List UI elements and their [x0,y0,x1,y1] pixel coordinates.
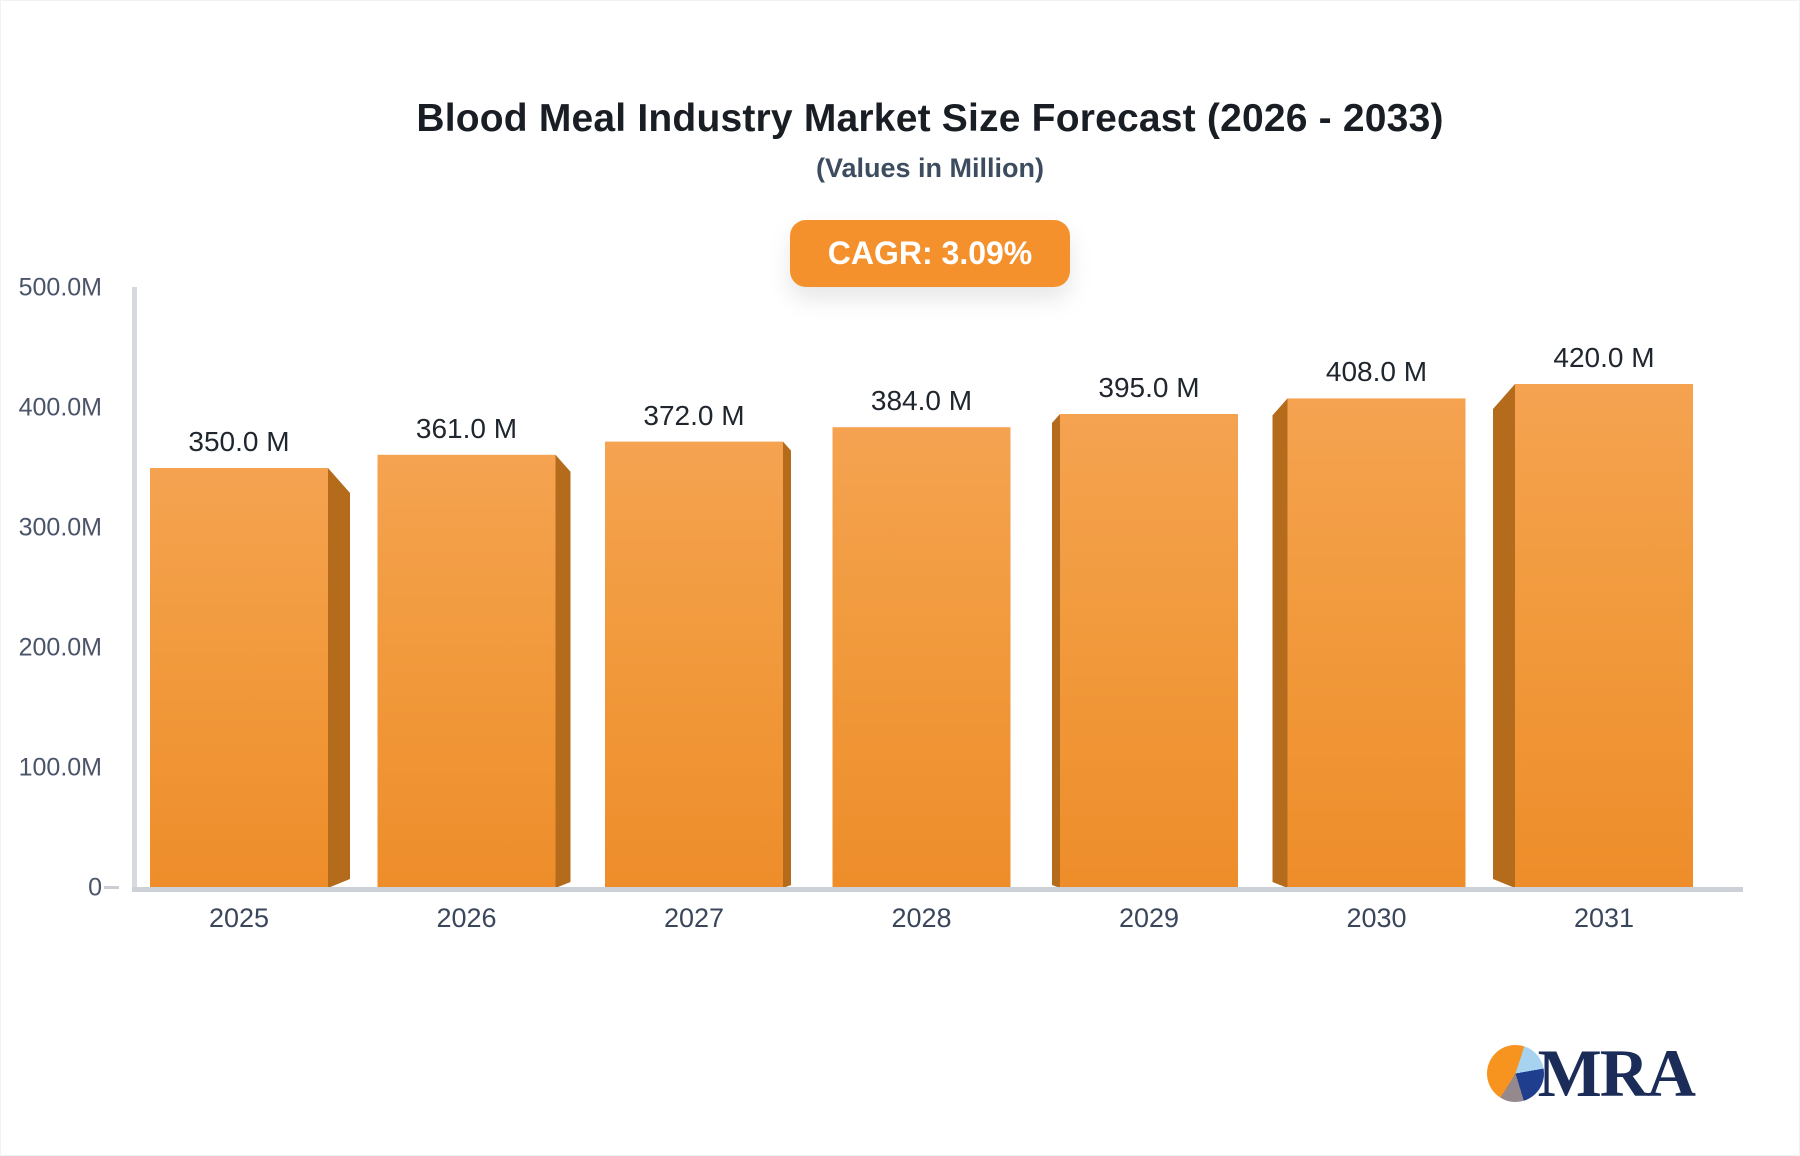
bar-value-label: 350.0 M [188,426,290,457]
bar-front-face [1060,414,1238,888]
y-axis-label: 400.0M [18,393,102,422]
y-axis-label: 0 [88,873,102,902]
y-axis-label: 500.0M [18,273,102,302]
bar-2031 [1493,384,1693,888]
bar-value-label: 372.0 M [643,399,745,431]
cagr-badge: CAGR: 3.09% [789,220,1071,287]
bar-front-face [1287,398,1466,888]
bar-value-label: 384.0 M [870,385,973,417]
y-axis-line [132,287,137,888]
x-axis-line [132,887,1743,892]
x-axis-label: 2026 [436,903,497,933]
bar-2026 [377,454,571,888]
x-axis-label: 2030 [1346,903,1407,933]
bar-side-face [328,468,350,888]
bar-value-label: 408.0 M [1325,356,1428,388]
chart-subtitle: (Values in Million) [815,153,1045,183]
y-axis-label: 200.0M [18,633,102,662]
bar-front-face [1515,384,1693,888]
bar-front-face [377,454,556,888]
bar-front-face [150,468,328,888]
bar-side-face [555,454,571,888]
bar-side-face [783,441,791,888]
bar-2030 [1272,398,1466,888]
x-axis-label: 2031 [1573,903,1635,933]
bar-side-face [1272,398,1288,888]
bar-value-label: 420.0 M [1553,342,1655,373]
x-axis-label: 2025 [208,903,270,933]
bar-front-face [605,441,783,888]
x-axis-label: 2028 [891,903,952,933]
bar-side-face [1052,414,1060,888]
bar-2027 [605,441,791,888]
bar-2025 [150,468,350,888]
y-axis-label: 100.0M [18,753,102,782]
logo-text: MRA [1537,1035,1696,1111]
zero-tick [104,886,119,889]
bar-2028 [832,427,1011,888]
x-axis-label: 2029 [1118,903,1180,933]
chart-header: Blood Meal Industry Market Size Forecast… [61,97,1799,287]
chart-title: Blood Meal Industry Market Size Forecast… [416,97,1444,140]
bar-2029 [1052,414,1238,888]
x-axis-label: 2027 [663,903,725,933]
y-axis-label: 300.0M [18,513,102,542]
pie-chart-icon [1486,1044,1544,1102]
bar-value-label: 395.0 M [1098,372,1200,403]
mra-logo: MRA [1486,1035,1696,1111]
bar-value-label: 361.0 M [415,412,518,444]
bar-side-face [1493,384,1515,888]
bar-front-face [832,427,1011,888]
